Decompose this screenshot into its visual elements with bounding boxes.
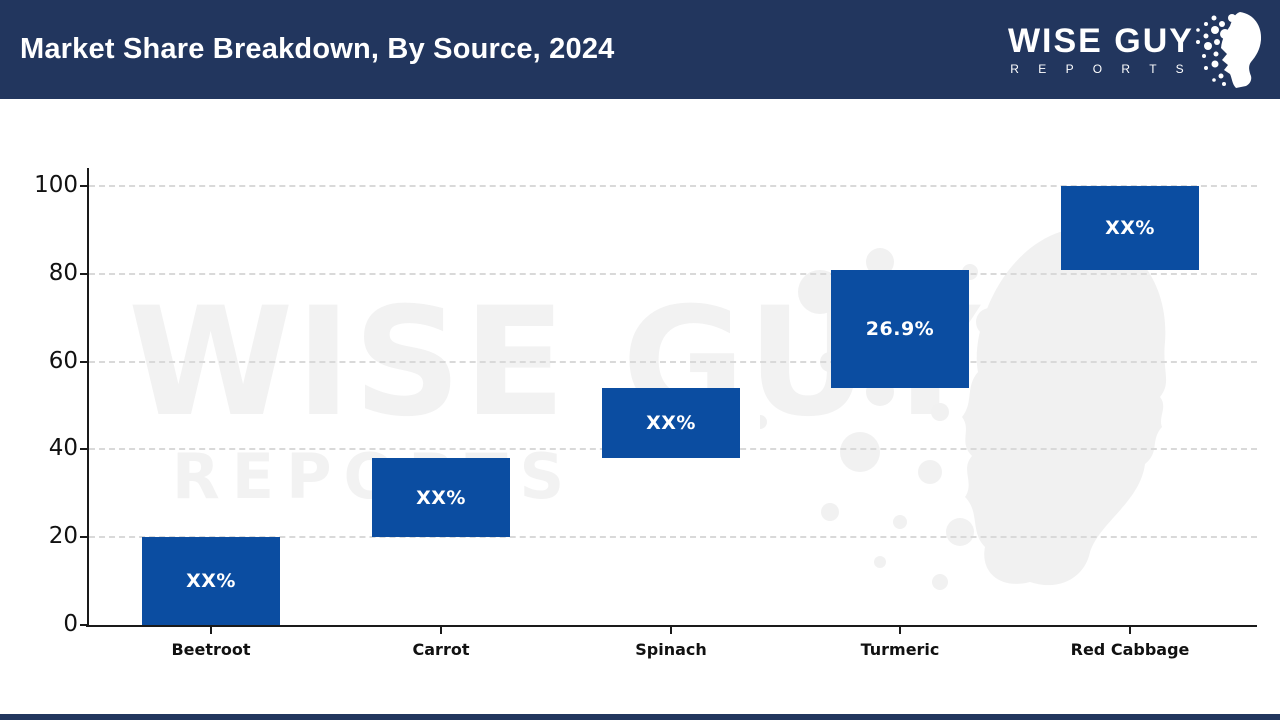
y-tick-mark-20: [80, 536, 88, 539]
x-tick-mark-1: [210, 627, 212, 634]
x-tick-mark-3: [670, 627, 672, 634]
x-tick-mark-4: [899, 627, 901, 634]
y-tick-label: 40: [48, 435, 78, 462]
bar-spinach: XX%: [602, 387, 740, 459]
y-axis-line: [87, 168, 89, 627]
gridline-60: [89, 360, 1257, 363]
gridline-80: [89, 272, 1257, 275]
wise-guy-logo: WISE GUY R E P O R T S: [1008, 8, 1280, 92]
x-tick-label: Spinach: [635, 640, 707, 659]
footer-bar: [0, 714, 1280, 720]
x-tick-mark-2: [440, 627, 442, 634]
bar-value-label: XX%: [416, 486, 466, 509]
bar-beetroot: XX%: [142, 537, 280, 625]
x-tick-label: Beetroot: [171, 640, 251, 659]
bar-value-label: 26.9%: [865, 317, 935, 340]
bar-value-label: XX%: [646, 412, 696, 435]
header-bar: Market Share Breakdown, By Source, 2024 …: [0, 0, 1280, 99]
bar-value-label: XX%: [1105, 216, 1155, 239]
x-tick-label: Carrot: [412, 640, 470, 659]
bar-turmeric: 26.9%: [831, 269, 969, 388]
logo-wordmark: WISE GUY: [1007, 21, 1194, 60]
y-tick-label: 100: [34, 172, 78, 198]
x-tick-label: Red Cabbage: [1070, 640, 1190, 659]
page-title: Market Share Breakdown, By Source, 2024: [20, 33, 615, 65]
x-tick-mark-5: [1129, 627, 1131, 634]
gridline-100: [89, 185, 1257, 187]
bar-carrot: XX%: [372, 458, 510, 538]
wise-guy-face-icon: [1196, 11, 1262, 88]
y-tick-label: 80: [48, 259, 78, 286]
y-tick-mark-80: [80, 272, 88, 275]
logo-subtitle: R E P O R T S: [1010, 61, 1192, 76]
bar-red-cabbage: XX%: [1061, 186, 1199, 270]
x-tick-label: Turmeric: [860, 640, 940, 659]
y-tick-mark-100: [80, 185, 88, 187]
y-tick-label: 20: [48, 523, 78, 550]
x-axis-line: [86, 625, 1257, 627]
y-tick-mark-60: [80, 360, 88, 363]
y-tick-label: 0: [63, 611, 78, 637]
y-tick-label: 60: [48, 347, 78, 374]
gridline-20: [89, 536, 1257, 539]
bar-value-label: XX%: [186, 570, 236, 593]
y-tick-mark-0: [80, 624, 88, 626]
y-tick-mark-40: [80, 448, 88, 451]
logo-text: WISE GUY R E P O R T S: [1008, 24, 1194, 76]
